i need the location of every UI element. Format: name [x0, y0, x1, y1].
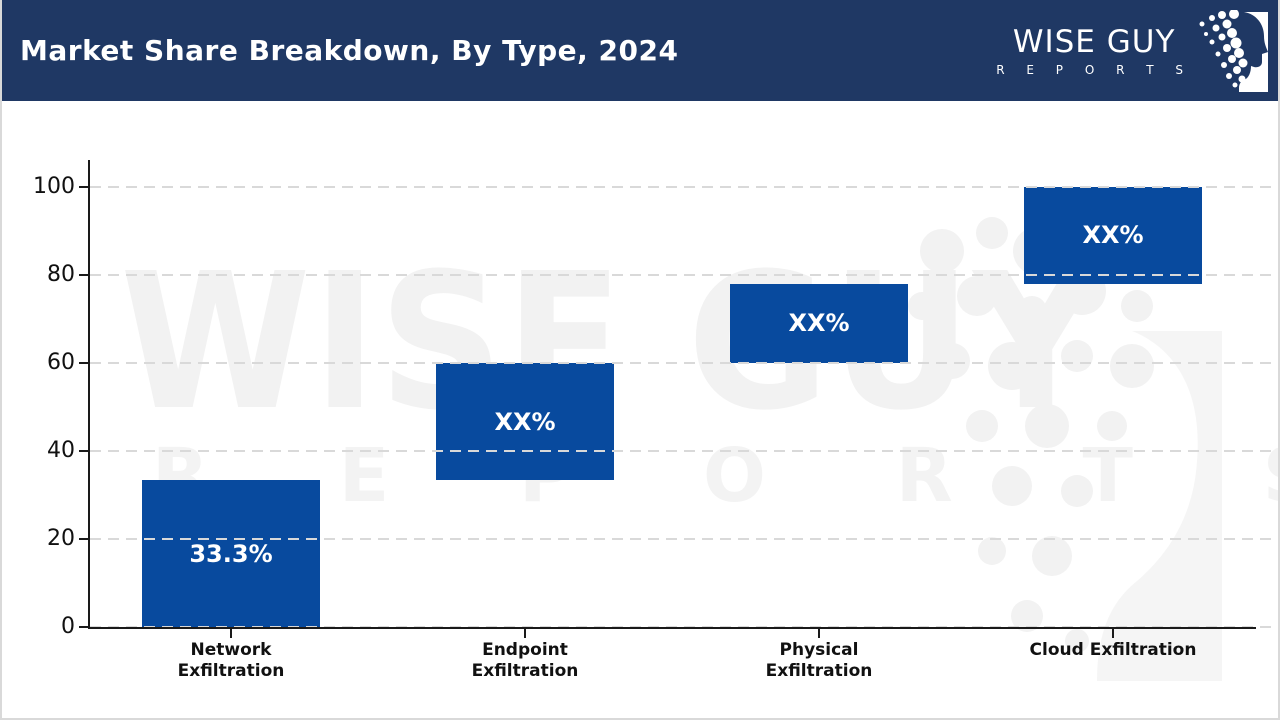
header-bar: Market Share Breakdown, By Type, 2024 WI…: [2, 0, 1278, 101]
category-label-network-exfiltration: Network Exfiltration: [111, 640, 351, 683]
bar-value-label: 33.3%: [189, 539, 273, 568]
bar-value-label: XX%: [788, 309, 850, 338]
category-label-cloud-exfiltration: Cloud Exfiltration: [993, 640, 1233, 661]
gridline-60: [90, 362, 1278, 364]
y-tick-label-100: 100: [33, 174, 75, 199]
x-axis-line: [88, 627, 1256, 629]
gridline-40: [90, 450, 1278, 452]
bar-value-label: XX%: [1082, 221, 1144, 250]
x-tick-network-exfiltration: [230, 629, 232, 638]
category-label-physical-exfiltration: Physical Exfiltration: [699, 640, 939, 683]
face-profile-icon: [1199, 10, 1268, 92]
gridline-80: [90, 274, 1278, 276]
category-label-line: Exfiltration: [471, 661, 579, 682]
bar-endpoint-exfiltration: XX%: [436, 363, 614, 481]
y-tick-100: [79, 186, 88, 188]
category-label-endpoint-exfiltration: Endpoint Exfiltration: [405, 640, 645, 683]
brand-subname: R E P O R T S: [996, 62, 1192, 77]
chart-area: WISE GUY R E P O R T S 0 20 40 60 80 100 33.3%…: [2, 101, 1278, 718]
bar-value-label: XX%: [494, 407, 556, 436]
page-title: Market Share Breakdown, By Type, 2024: [20, 34, 679, 67]
gridline-100: [90, 186, 1278, 188]
y-tick-label-20: 20: [47, 526, 75, 551]
category-label-line: Network: [190, 640, 272, 660]
category-label-line: Physical: [779, 640, 859, 660]
y-tick-label-80: 80: [47, 262, 75, 287]
x-tick-physical-exfiltration: [818, 629, 820, 638]
x-tick-endpoint-exfiltration: [524, 629, 526, 638]
bar-cloud-exfiltration: XX%: [1024, 187, 1202, 284]
y-tick-40: [79, 450, 88, 452]
y-tick-20: [79, 538, 88, 540]
bar-network-exfiltration: 33.3%: [142, 480, 320, 627]
y-axis-line: [88, 160, 90, 629]
category-label-line: Cloud Exfiltration: [1029, 640, 1197, 660]
y-tick-80: [79, 274, 88, 276]
y-tick-label-40: 40: [47, 438, 75, 463]
category-label-line: Exfiltration: [177, 661, 285, 682]
x-tick-cloud-exfiltration: [1112, 629, 1114, 638]
brand-name: WISE GUY: [1012, 23, 1176, 60]
gridline-20: [90, 538, 1278, 540]
y-tick-60: [79, 362, 88, 364]
y-tick-label-0: 0: [61, 614, 75, 639]
brand-logo: WISE GUY R E P O R T S: [996, 8, 1268, 94]
y-tick-0: [79, 626, 88, 628]
y-tick-label-60: 60: [47, 350, 75, 375]
brand-logo-text: WISE GUY R E P O R T S: [996, 23, 1192, 77]
bar-physical-exfiltration: XX%: [730, 283, 908, 363]
category-label-line: Endpoint: [482, 640, 568, 660]
category-label-line: Exfiltration: [765, 661, 873, 682]
